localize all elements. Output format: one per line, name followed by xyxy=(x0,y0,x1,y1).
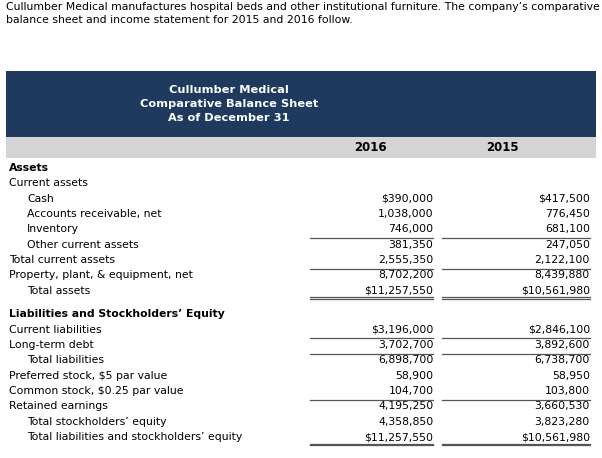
Text: 2016: 2016 xyxy=(354,141,386,154)
Text: Total liabilities and stockholders’ equity: Total liabilities and stockholders’ equi… xyxy=(27,432,243,442)
Text: Cullumber Medical
Comparative Balance Sheet
As of December 31: Cullumber Medical Comparative Balance Sh… xyxy=(140,85,318,123)
Text: Assets: Assets xyxy=(9,163,49,173)
Text: Long-term debt: Long-term debt xyxy=(9,340,94,350)
Text: Liabilities and Stockholders’ Equity: Liabilities and Stockholders’ Equity xyxy=(9,309,225,319)
Text: 381,350: 381,350 xyxy=(388,240,433,250)
Text: 2015: 2015 xyxy=(486,141,519,154)
Text: Common stock, $0.25 par value: Common stock, $0.25 par value xyxy=(9,386,184,396)
Text: 104,700: 104,700 xyxy=(388,386,433,396)
Text: 1,038,000: 1,038,000 xyxy=(378,209,433,219)
Text: 3,702,700: 3,702,700 xyxy=(378,340,433,350)
Text: Total liabilities: Total liabilities xyxy=(27,355,104,365)
Text: Property, plant, & equipment, net: Property, plant, & equipment, net xyxy=(9,270,193,280)
Text: 58,900: 58,900 xyxy=(396,371,433,381)
Text: Current assets: Current assets xyxy=(9,178,88,188)
Text: Total stockholders’ equity: Total stockholders’ equity xyxy=(27,417,167,427)
Text: $3,196,000: $3,196,000 xyxy=(371,325,433,335)
Text: Other current assets: Other current assets xyxy=(27,240,139,250)
Text: Retained earnings: Retained earnings xyxy=(9,401,108,411)
Text: Cullumber Medical manufactures hospital beds and other institutional furniture. : Cullumber Medical manufactures hospital … xyxy=(6,2,600,26)
Text: 2,555,350: 2,555,350 xyxy=(378,255,433,265)
Text: 746,000: 746,000 xyxy=(388,224,433,234)
Text: $11,257,550: $11,257,550 xyxy=(364,432,433,442)
Text: $11,257,550: $11,257,550 xyxy=(364,286,433,296)
Text: Total current assets: Total current assets xyxy=(9,255,115,265)
Text: 8,702,200: 8,702,200 xyxy=(378,270,433,280)
Text: 681,100: 681,100 xyxy=(545,224,590,234)
Text: Accounts receivable, net: Accounts receivable, net xyxy=(27,209,161,219)
Text: 6,738,700: 6,738,700 xyxy=(535,355,590,365)
Text: $417,500: $417,500 xyxy=(538,194,590,204)
Text: $10,561,980: $10,561,980 xyxy=(521,286,590,296)
Text: 6,898,700: 6,898,700 xyxy=(378,355,433,365)
Text: 3,823,280: 3,823,280 xyxy=(535,417,590,427)
Text: 58,950: 58,950 xyxy=(552,371,590,381)
Text: Total assets: Total assets xyxy=(27,286,90,296)
Text: Current liabilities: Current liabilities xyxy=(9,325,102,335)
Text: Preferred stock, $5 par value: Preferred stock, $5 par value xyxy=(9,371,167,381)
Text: 247,050: 247,050 xyxy=(545,240,590,250)
Text: 103,800: 103,800 xyxy=(545,386,590,396)
Text: Inventory: Inventory xyxy=(27,224,79,234)
Text: 3,660,530: 3,660,530 xyxy=(535,401,590,411)
Text: $2,846,100: $2,846,100 xyxy=(528,325,590,335)
Text: $10,561,980: $10,561,980 xyxy=(521,432,590,442)
Text: 8,439,880: 8,439,880 xyxy=(535,270,590,280)
Text: 4,195,250: 4,195,250 xyxy=(378,401,433,411)
Text: 2,122,100: 2,122,100 xyxy=(535,255,590,265)
Text: Cash: Cash xyxy=(27,194,54,204)
Text: 776,450: 776,450 xyxy=(545,209,590,219)
Bar xyxy=(6,137,596,158)
Text: 4,358,850: 4,358,850 xyxy=(378,417,433,427)
Text: 3,892,600: 3,892,600 xyxy=(535,340,590,350)
Text: $390,000: $390,000 xyxy=(381,194,433,204)
